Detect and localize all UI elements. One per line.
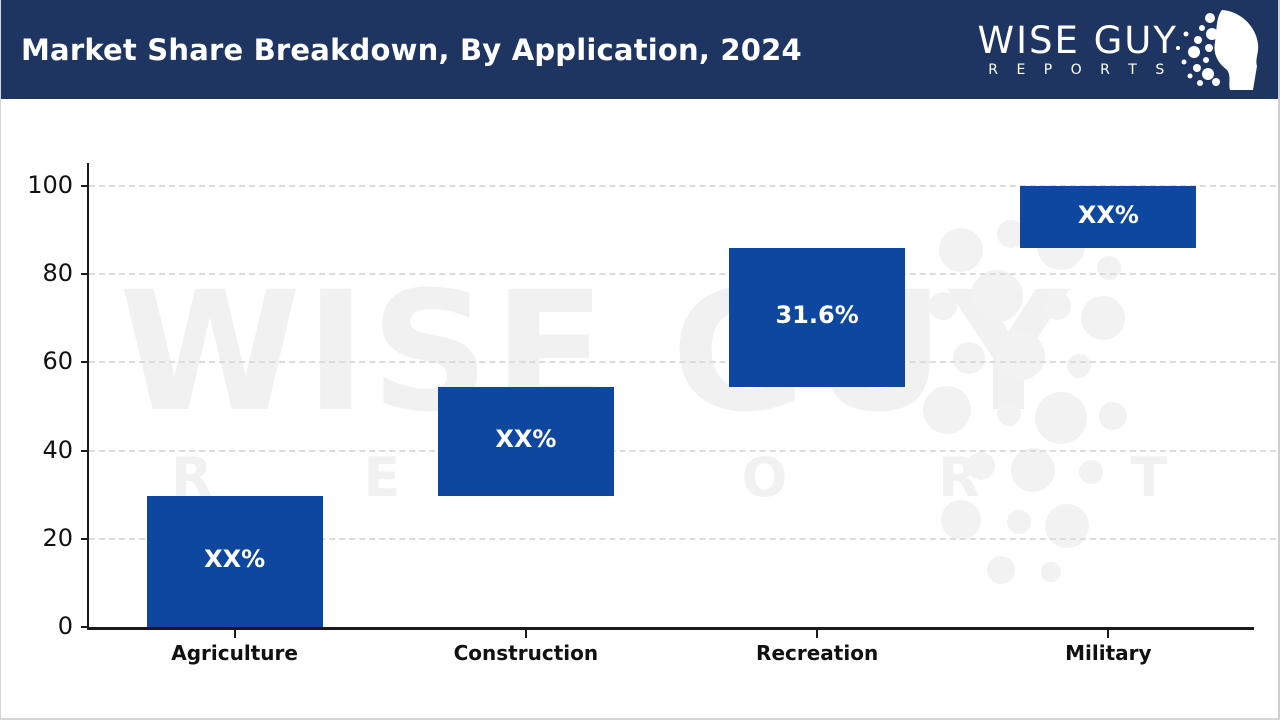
y-tick-label: 20 — [42, 523, 73, 552]
logo-wordmark: WISE GUY — [977, 19, 1178, 62]
x-axis-tick — [233, 630, 236, 638]
gridline — [89, 361, 1276, 364]
y-tick-label: 100 — [27, 171, 73, 199]
y-tick-label: 0 — [57, 612, 73, 640]
y-axis-tick — [81, 273, 89, 276]
x-category-label: Agriculture — [171, 641, 298, 665]
brand-logo-text: WISE GUY R E P O R T S — [978, 22, 1178, 77]
gridline — [89, 449, 1276, 452]
y-tick-label: 40 — [42, 435, 73, 464]
bar-value-label: XX% — [204, 545, 266, 574]
y-tick-label: 60 — [42, 347, 73, 376]
bar — [729, 247, 906, 388]
y-axis-tick — [81, 537, 89, 540]
gridline — [89, 537, 1276, 540]
bar-value-label: XX% — [495, 425, 557, 454]
x-axis-tick — [816, 630, 819, 638]
x-axis-line — [87, 627, 1254, 630]
y-axis-line — [87, 163, 89, 629]
bar-value-label: 31.6% — [775, 301, 859, 330]
logo-head-icon — [1176, 9, 1259, 90]
y-axis-tick — [81, 361, 89, 364]
bar — [437, 387, 614, 496]
x-category-label: Recreation — [756, 641, 879, 665]
x-axis-tick — [1107, 630, 1110, 638]
header-bar: Market Share Breakdown, By Application, … — [1, 0, 1278, 99]
y-axis-tick — [81, 626, 89, 628]
brand-logo: WISE GUY R E P O R T S — [978, 8, 1264, 92]
chart-plot-area: 0 20 40 60 80 100 XX% Agriculture XX% Constructio… — [1, 99, 1278, 718]
y-tick-label: 80 — [42, 259, 73, 288]
page-title: Market Share Breakdown, By Application, … — [21, 32, 802, 67]
bar — [146, 495, 323, 627]
y-axis-tick — [81, 185, 89, 187]
logo-subtitle: R E P O R T S — [988, 62, 1172, 78]
gridline — [89, 185, 1276, 187]
y-axis-tick — [81, 449, 89, 452]
gridline — [89, 273, 1276, 276]
x-category-label: Construction — [453, 641, 599, 665]
x-category-label: Military — [1065, 641, 1152, 665]
bar-value-label: XX% — [1077, 200, 1139, 229]
x-axis-tick — [524, 630, 527, 638]
